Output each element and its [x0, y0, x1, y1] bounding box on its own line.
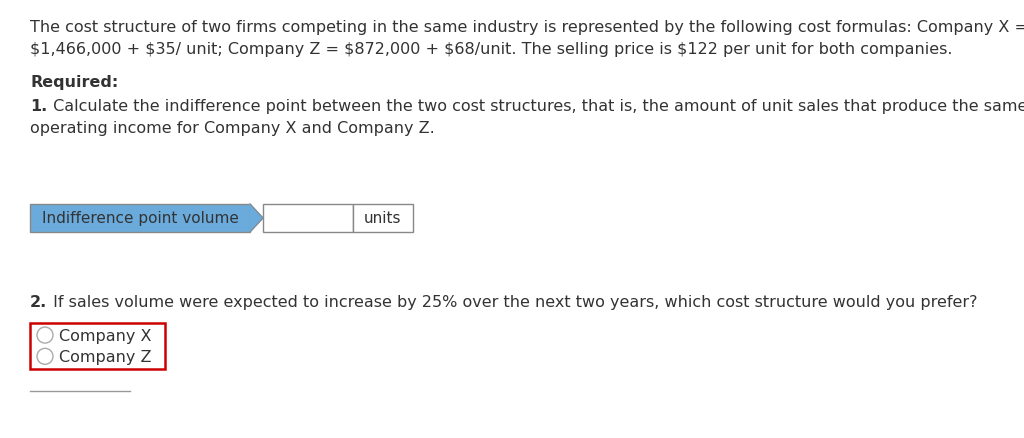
Text: The cost structure of two firms competing in the same industry is represented by: The cost structure of two firms competin…: [30, 20, 1024, 35]
FancyBboxPatch shape: [30, 205, 250, 233]
Circle shape: [37, 349, 53, 364]
Text: units: units: [365, 211, 401, 226]
Text: Indifference point volume: Indifference point volume: [42, 211, 239, 226]
Text: 1.: 1.: [30, 99, 47, 114]
Circle shape: [37, 327, 53, 343]
Text: Calculate the indifference point between the two cost structures, that is, the a: Calculate the indifference point between…: [48, 99, 1024, 114]
FancyBboxPatch shape: [263, 205, 353, 233]
Text: Company Z: Company Z: [59, 349, 152, 364]
Text: Company X: Company X: [59, 328, 152, 343]
FancyBboxPatch shape: [353, 205, 413, 233]
Text: operating income for Company X and Company Z.: operating income for Company X and Compa…: [30, 121, 435, 136]
Text: Required:: Required:: [30, 75, 118, 90]
Polygon shape: [250, 205, 263, 233]
Text: If sales volume were expected to increase by 25% over the next two years, which : If sales volume were expected to increas…: [48, 294, 978, 309]
Text: 2.: 2.: [30, 294, 47, 309]
FancyBboxPatch shape: [30, 323, 165, 369]
Text: $1,466,000 + $35/ unit; Company Z = $872,000 + $68/unit. The selling price is $1: $1,466,000 + $35/ unit; Company Z = $872…: [30, 42, 952, 57]
